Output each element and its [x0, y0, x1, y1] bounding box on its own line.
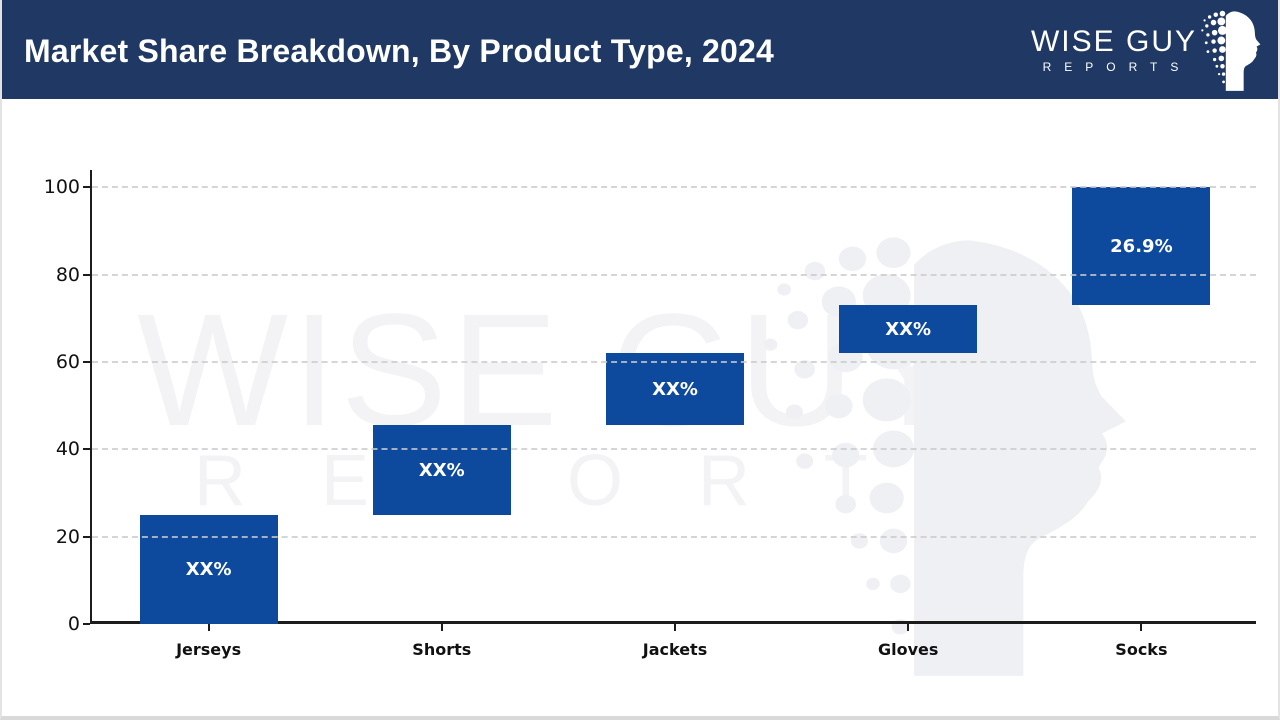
y-tick-label-20: 20 [55, 525, 80, 548]
brand-wordmark: WISE GUY [1030, 25, 1197, 59]
brand-head-icon [1201, 10, 1261, 91]
y-tick-80 [83, 273, 90, 276]
bar-jackets: XX% [606, 353, 744, 426]
bar-socks: 26.9% [1072, 187, 1211, 305]
y-tick-0 [83, 623, 90, 625]
gridline-60 [92, 361, 1256, 364]
gridline-100 [92, 186, 1256, 189]
x-tick-socks [1140, 624, 1143, 631]
y-tick-label-100: 100 [43, 176, 80, 199]
bar-gloves: XX% [839, 304, 978, 354]
x-category-socks: Socks [1115, 640, 1168, 659]
x-tick-shorts [440, 624, 443, 631]
brand-logo-text: WISE GUY REPORTS [1031, 26, 1197, 74]
y-tick-20 [83, 535, 90, 538]
y-tick-100 [83, 186, 90, 189]
y-tick-label-60: 60 [55, 351, 80, 374]
x-category-jerseys: Jerseys [176, 640, 242, 659]
x-category-jackets: Jackets [642, 640, 708, 659]
x-tick-gloves [907, 624, 910, 631]
x-tick-jackets [674, 624, 676, 631]
y-tick-label-0: 0 [67, 613, 80, 635]
y-tick-label-40: 40 [55, 438, 80, 461]
gridline-80 [92, 273, 1256, 276]
bar-jerseys: XX% [139, 514, 278, 624]
gridline-40 [92, 448, 1256, 451]
bar-label-socks: 26.9% [1110, 235, 1173, 257]
y-tick-40 [83, 448, 90, 451]
gridline-20 [92, 535, 1256, 538]
y-tick-60 [83, 361, 90, 364]
x-category-gloves: Gloves [877, 640, 939, 659]
brand-sub: REPORTS [1042, 59, 1192, 74]
bar-shorts: XX% [372, 425, 511, 515]
plot-area: XX% Jerseys XX% Shorts XX% Jackets XX% Gloves 26… [83, 170, 1256, 659]
bar-label-jackets: XX% [652, 378, 698, 400]
bar-label-jerseys: XX% [185, 558, 232, 580]
y-axis-labels: 0 20 40 60 80 100 [20, 170, 80, 635]
brand-logo: WISE GUY REPORTS [1031, 7, 1266, 93]
bar-label-gloves: XX% [885, 318, 932, 340]
chart-title: Market Share Breakdown, By Product Type,… [24, 32, 774, 69]
x-tick-jerseys [207, 624, 210, 631]
header-bar: Market Share Breakdown, By Product Type,… [2, 0, 1278, 99]
bar-label-shorts: XX% [418, 459, 465, 481]
y-tick-label-80: 80 [55, 263, 80, 286]
x-category-shorts: Shorts [412, 640, 472, 659]
